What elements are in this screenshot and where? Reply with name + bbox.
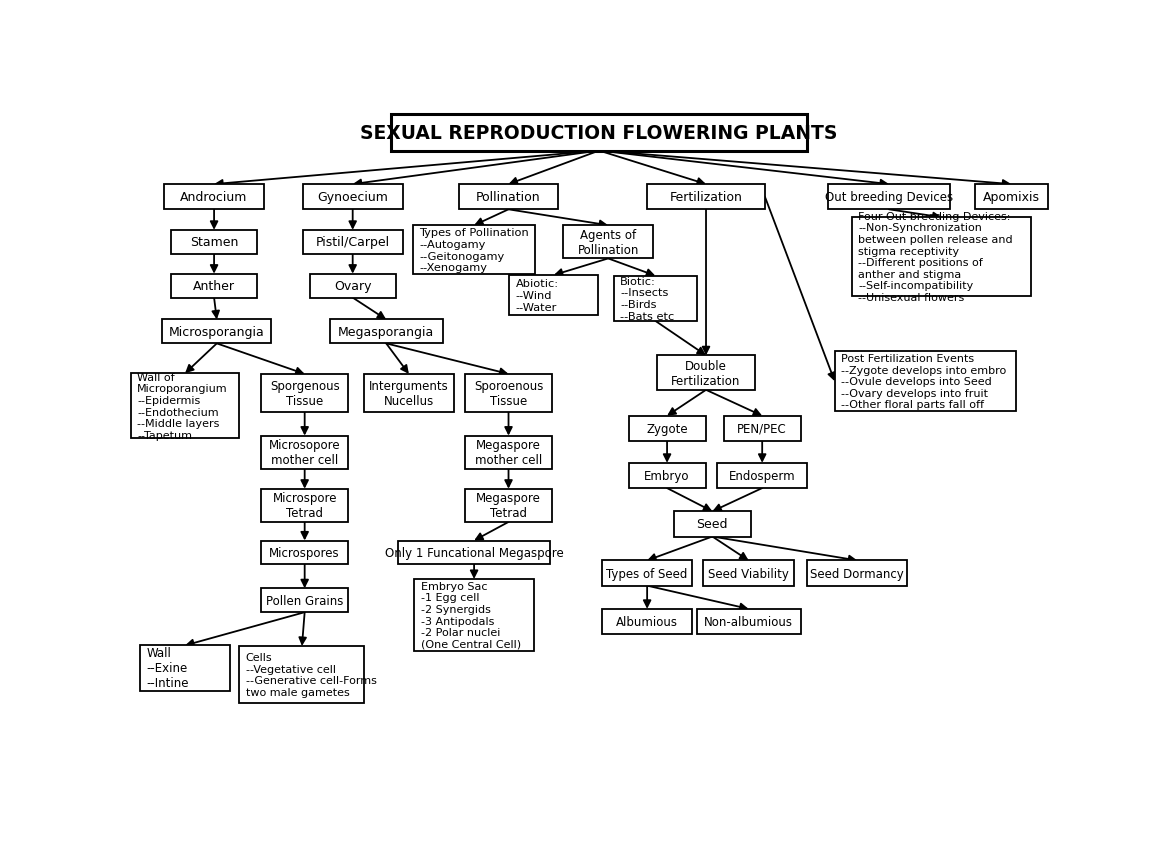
Text: Ovary: Ovary [334,280,372,293]
Text: Double
Fertilization: Double Fertilization [671,359,741,387]
Text: Microspores: Microspores [269,547,340,560]
Bar [162,320,271,344]
Bar [614,276,697,321]
Text: Embryo Sac
-1 Egg cell
-2 Synergids
-3 Antipodals
-2 Polar nuclei
(One Central C: Embryo Sac -1 Egg cell -2 Synergids -3 A… [421,581,520,649]
Text: PEN/PEC: PEN/PEC [738,423,787,436]
Text: Non-albumious: Non-albumious [704,616,793,629]
Text: Biotic:
--Insects
--Birds
--Bats etc: Biotic: --Insects --Birds --Bats etc [620,276,675,321]
Bar [510,276,599,315]
Bar [303,185,402,210]
Text: Wall
--Exine
--Intine: Wall --Exine --Intine [146,647,188,690]
Bar [704,561,794,586]
Bar [828,185,950,210]
Bar [657,356,755,390]
Bar [629,416,706,442]
Bar [724,416,801,442]
Text: Types of Pollination
--Autogamy
--Geitonogamy
--Xenogamy: Types of Pollination --Autogamy --Geiton… [420,228,530,273]
Text: Seed Dormancy: Seed Dormancy [810,567,904,579]
Text: Endosperm: Endosperm [729,469,795,482]
Text: Androcium: Androcium [180,191,248,204]
Bar [261,589,348,612]
Bar [171,275,257,298]
Bar [602,561,692,586]
Text: Fertilization: Fertilization [670,191,742,204]
Text: Seed Viability: Seed Viability [708,567,789,579]
Text: Albumious: Albumious [616,616,678,629]
Bar [364,375,454,413]
Text: Megaspore
mother cell: Megaspore mother cell [475,439,542,467]
Text: Stamen: Stamen [189,236,238,249]
Bar [648,185,765,210]
Text: Abiotic:
--Wind
--Water: Abiotic: --Wind --Water [516,279,559,313]
Bar [390,115,808,152]
Text: Agents of
Pollination: Agents of Pollination [577,228,639,257]
Bar [140,646,230,691]
Bar [465,437,552,469]
Text: Seed: Seed [697,517,728,530]
Bar [808,561,907,586]
Text: Zygote: Zygote [646,423,687,436]
Text: Sporoenous
Tissue: Sporoenous Tissue [473,380,544,408]
Bar [171,231,257,255]
Bar [261,541,348,565]
Bar [397,541,551,565]
Bar [975,185,1047,210]
Text: Pistil/Carpel: Pistil/Carpel [316,236,389,249]
Bar [852,218,1031,296]
Text: Microspore
Tetrad: Microspore Tetrad [272,492,337,520]
Bar [465,375,552,413]
Text: Post Fertilization Events
--Zygote develops into embro
--Ovule develops into See: Post Fertilization Events --Zygote devel… [841,354,1007,410]
Bar [717,463,808,488]
Bar [673,511,750,537]
Bar [164,185,264,210]
Text: Sporgenous
Tissue: Sporgenous Tissue [270,380,339,408]
Text: Apomixis: Apomixis [983,191,1040,204]
Bar [261,375,348,413]
Text: Megaspore
Tetrad: Megaspore Tetrad [476,492,541,520]
Bar [330,320,443,344]
Text: Pollination: Pollination [476,191,541,204]
Text: SEXUAL REPRODUCTION FLOWERING PLANTS: SEXUAL REPRODUCTION FLOWERING PLANTS [360,124,838,143]
Text: Only 1 Funcational Megaspore: Only 1 Funcational Megaspore [385,547,563,560]
Bar [261,437,348,469]
Text: Cells
--Vegetative cell
--Generative cell-Forms
two male gametes: Cells --Vegetative cell --Generative cel… [245,653,376,697]
Text: Anther: Anther [193,280,235,293]
Bar [310,275,396,298]
Bar [629,463,706,488]
Bar [465,489,552,523]
Bar [131,374,240,439]
Bar [413,226,535,275]
Bar [458,185,559,210]
Text: Pollen Grains: Pollen Grains [267,594,344,607]
Bar [303,231,402,255]
Text: Embryo: Embryo [644,469,690,482]
Text: Types of Seed: Types of Seed [607,567,687,579]
Bar [563,226,653,259]
Text: Out breeding Devices: Out breeding Devices [825,191,953,204]
Text: Microsporangia: Microsporangia [168,325,264,338]
Bar [261,489,348,523]
Bar [697,610,801,635]
Text: Megasporangia: Megasporangia [338,325,435,338]
Text: Four Out breeding Devices:
--Non-Synchronization
between pollen release and
stig: Four Out breeding Devices: --Non-Synchro… [858,212,1012,303]
Bar [602,610,692,635]
Text: Wall of
Microporangium
--Epidermis
--Endothecium
--Middle layers
--Tapetum: Wall of Microporangium --Epidermis --End… [137,372,228,440]
Bar [835,352,1016,412]
Bar [240,647,365,703]
Text: Gynoecium: Gynoecium [317,191,388,204]
Text: Microsopore
mother cell: Microsopore mother cell [269,439,340,467]
Text: Interguments
Nucellus: Interguments Nucellus [369,380,449,408]
Bar [414,579,534,651]
